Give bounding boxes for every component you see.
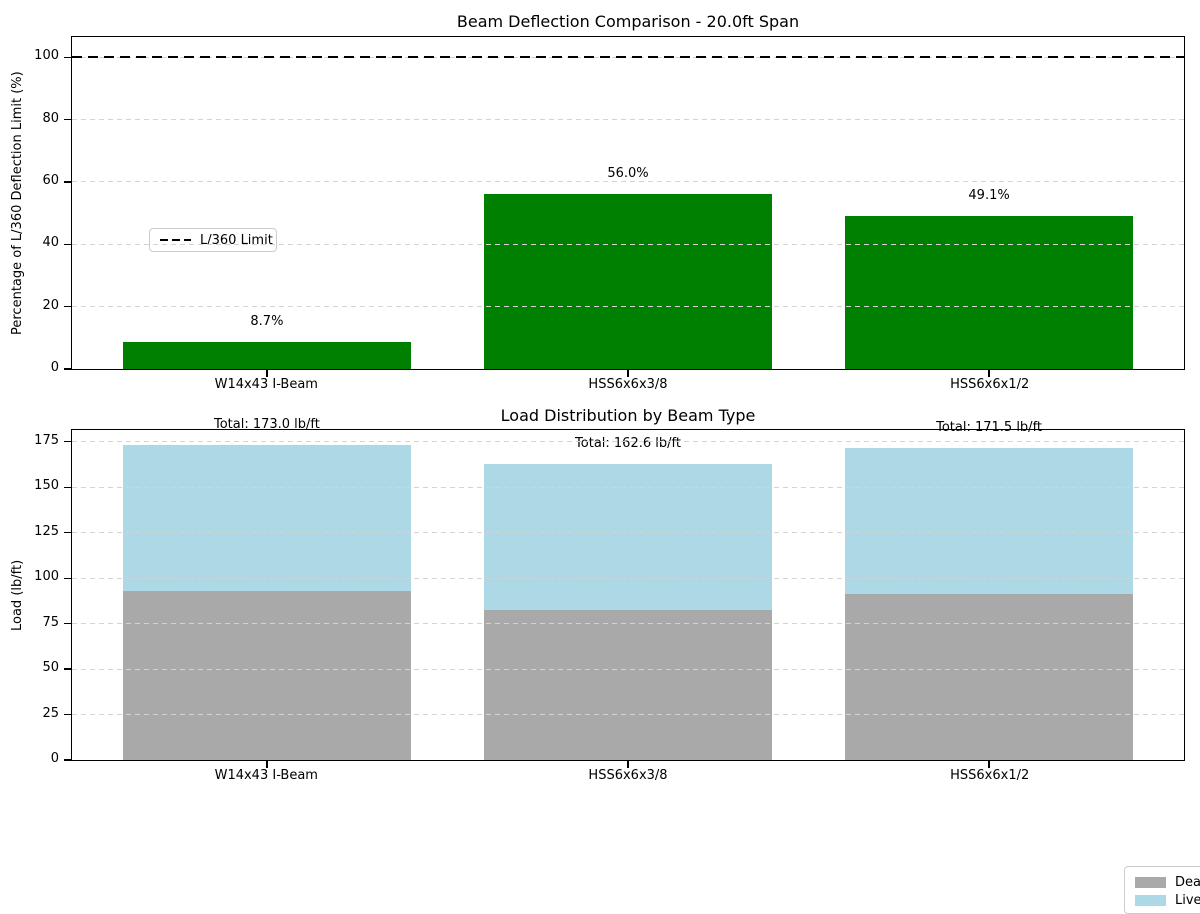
- grid-line: [72, 714, 1184, 716]
- chart-title-loads: Load Distribution by Beam Type: [500, 406, 756, 425]
- grid-line: [72, 306, 1184, 308]
- y-tick-mark: [64, 56, 71, 58]
- y-tick-label: 100: [34, 569, 59, 585]
- bar-hss6x6x3-8: [483, 194, 773, 369]
- grid-line: [72, 577, 1184, 579]
- bar-w14x43-i-beam: [122, 341, 412, 369]
- plot-area-deflection: L/360 Limit 8.7% 56.0% 49.1%: [64, 36, 1185, 377]
- y-tick-mark: [64, 181, 71, 183]
- bar-segment-dead-load: [483, 609, 773, 760]
- bar-segment-dead-load: [844, 593, 1134, 760]
- y-tick-label: 75: [42, 614, 59, 630]
- x-tick-label: HSS6x6x1/2: [950, 768, 1030, 783]
- grid-line: [72, 486, 1184, 488]
- y-tick-label: 0: [50, 360, 59, 375]
- x-tick-mark: [266, 370, 268, 377]
- y-tick-mark: [64, 306, 71, 308]
- figure: { "chart_data": [ { "type": "bar", "titl…: [0, 12, 1200, 914]
- x-tick-label: HSS6x6x3/8: [588, 377, 668, 392]
- total-label: Total: 162.6 lb/ft: [575, 436, 681, 452]
- grid-line: [72, 441, 1184, 443]
- x-tick-label: HSS6x6x3/8: [588, 768, 668, 783]
- legend-deflection: L/360 Limit: [149, 228, 277, 252]
- y-tick-label: 80: [42, 110, 59, 126]
- bar-segment-live-load: [844, 448, 1134, 594]
- y-tick-label: 125: [34, 523, 59, 539]
- x-axis-ticks-loads: W14x43 I-Beam HSS6x6x3/8 HSS6x6x1/2: [71, 768, 1185, 784]
- y-tick-mark: [64, 668, 71, 670]
- reference-line: [72, 56, 1184, 59]
- y-tick-mark: [64, 486, 71, 488]
- y-tick-label: 60: [42, 172, 59, 188]
- legend-entry-label: Live Load: [1175, 892, 1200, 908]
- grid-line: [72, 119, 1184, 121]
- y-tick-label: 175: [34, 432, 59, 448]
- y-tick-label: 50: [42, 660, 59, 676]
- y-tick-label: 40: [42, 235, 59, 251]
- total-label: Total: 171.5 lb/ft: [936, 420, 1043, 436]
- bar-segment-dead-load: [122, 590, 412, 760]
- grid-line: [72, 181, 1184, 183]
- legend-entry-label: Dead Load: [1175, 874, 1200, 890]
- x-tick-mark: [988, 370, 990, 377]
- legend-entry-live-load: Live Load: [1135, 891, 1200, 909]
- x-tick-mark: [988, 761, 990, 768]
- y-tick-label: 20: [42, 297, 59, 313]
- y-tick-mark: [64, 577, 71, 579]
- legend-loads: Dead Load Live Load: [1124, 866, 1200, 914]
- x-tick-mark: [627, 761, 629, 768]
- x-tick-label: W14x43 I-Beam: [214, 377, 318, 392]
- grid-line: [72, 668, 1184, 670]
- legend-entry-dead-load: Dead Load: [1135, 873, 1200, 891]
- y-tick-label: 25: [42, 705, 59, 721]
- x-tick-mark: [266, 761, 268, 768]
- grid-line: [72, 243, 1184, 245]
- bar-segment-live-load: [122, 445, 412, 591]
- plot-area-loads: Dead Load Live Load Total: 173.0 lb/ft To…: [64, 418, 1200, 914]
- y-tick-mark: [64, 759, 71, 761]
- x-axis-ticks-deflection: W14x43 I-Beam HSS6x6x3/8 HSS6x6x1/2: [71, 377, 1185, 393]
- bar-value-label: 49.1%: [968, 187, 1010, 203]
- y-tick-mark: [64, 243, 71, 245]
- y-tick-mark: [64, 532, 71, 534]
- grid-line: [72, 532, 1184, 534]
- y-tick-mark: [64, 713, 71, 716]
- y-tick-mark: [64, 118, 71, 121]
- dashed-line-swatch: [160, 239, 191, 241]
- bar-segment-live-load: [483, 464, 773, 610]
- live-load-swatch: [1135, 894, 1166, 906]
- bar-value-label: 56.0%: [607, 166, 649, 182]
- x-tick-label: W14x43 I-Beam: [214, 768, 318, 783]
- chart-title-deflection: Beam Deflection Comparison - 20.0ft Span: [456, 12, 800, 31]
- y-tick-label: 100: [34, 48, 59, 64]
- bar-hss6x6x1-2: [844, 215, 1134, 369]
- y-tick-mark: [64, 368, 71, 370]
- dead-load-swatch: [1135, 876, 1166, 888]
- y-axis-ticks-loads: 0 25 50 75 100 125 150 175: [0, 429, 62, 765]
- y-tick-mark: [64, 441, 71, 443]
- total-label: Total: 173.0 lb/ft: [213, 417, 320, 433]
- x-tick-label: HSS6x6x1/2: [950, 377, 1030, 392]
- bar-value-label: 8.7%: [250, 313, 284, 329]
- y-axis-ticks-deflection: 0 20 40 60 80 100: [0, 36, 62, 375]
- legend-entry-label: L/360 Limit: [200, 232, 273, 248]
- y-tick-label: 150: [34, 478, 59, 494]
- y-tick-mark: [64, 622, 71, 625]
- x-tick-mark: [627, 370, 629, 377]
- y-tick-label: 0: [50, 751, 59, 766]
- grid-line: [72, 623, 1184, 625]
